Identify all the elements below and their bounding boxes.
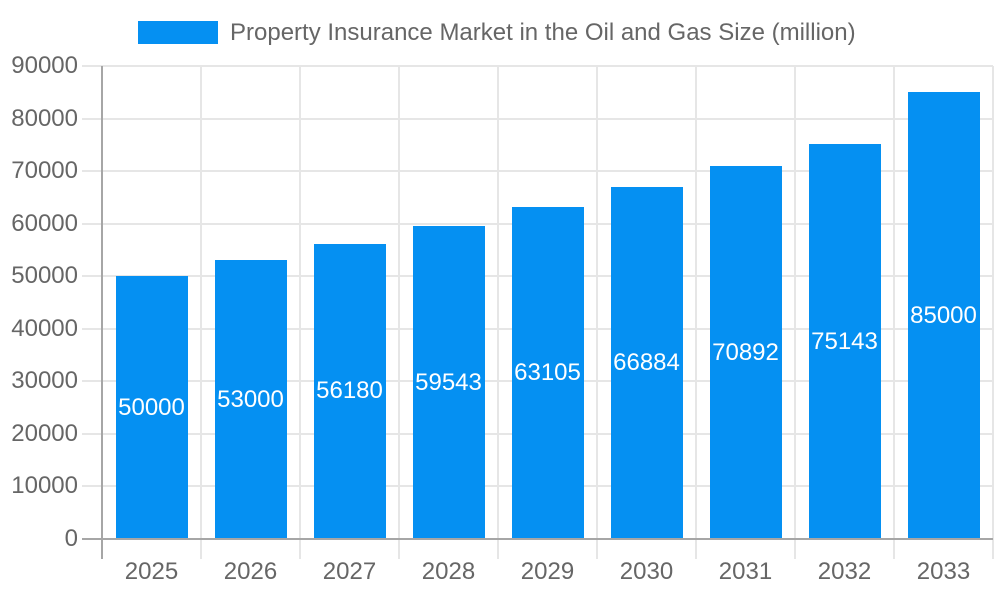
y-axis-label: 10000 [11, 472, 78, 500]
x-axis-label-2033: 2033 [916, 558, 971, 585]
bar-value-label-2027: 56180 [316, 377, 383, 405]
y-axis-tick [82, 485, 102, 488]
bar-2027[interactable]: 56180 [313, 243, 386, 539]
y-axis-tick [82, 170, 102, 173]
h-gridline [102, 65, 993, 67]
v-gridline [299, 66, 301, 539]
v-gridline [398, 66, 400, 539]
y-axis-label: 40000 [11, 314, 78, 342]
x-axis-tick [299, 539, 301, 559]
x-axis-label-2030: 2030 [619, 558, 674, 585]
h-gridline [102, 170, 993, 173]
y-axis-label: 30000 [11, 367, 78, 395]
bar-value-label-2028: 59543 [415, 368, 482, 396]
y-axis-tick [82, 222, 102, 225]
y-axis-tick [82, 275, 102, 278]
y-axis-label: 80000 [11, 104, 78, 132]
h-gridline [102, 117, 993, 120]
x-axis-baseline [102, 538, 993, 540]
bar-value-label-2030: 66884 [613, 349, 680, 377]
y-axis-tick [82, 380, 102, 383]
bar-2025[interactable]: 50000 [115, 276, 188, 539]
bar-2026[interactable]: 53000 [214, 260, 287, 539]
y-axis-line [101, 66, 103, 539]
bar-2030[interactable]: 66884 [610, 187, 683, 539]
x-axis-label-2028: 2028 [421, 558, 476, 585]
y-axis-zero-tick [82, 538, 102, 540]
bar-value-label-2025: 50000 [118, 393, 185, 421]
legend: Property Insurance Market in the Oil and… [0, 0, 1000, 56]
v-gridline [992, 66, 994, 539]
x-axis-tick [398, 539, 400, 559]
bar-value-label-2033: 85000 [910, 301, 977, 329]
y-axis-label: 90000 [11, 52, 78, 79]
legend-swatch[interactable] [138, 21, 218, 44]
x-axis-label-2032: 2032 [817, 558, 872, 585]
y-axis-label: 50000 [11, 262, 78, 290]
x-axis-zero-tick [101, 539, 103, 559]
x-axis-tick [695, 539, 697, 559]
x-axis-label-2027: 2027 [322, 558, 377, 585]
x-axis-tick [794, 539, 796, 559]
y-axis-tick [82, 327, 102, 330]
x-axis-tick [992, 539, 994, 559]
bar-2028[interactable]: 59543 [412, 226, 485, 539]
v-gridline [596, 66, 598, 539]
x-axis-label-2025: 2025 [124, 558, 179, 585]
y-axis-tick [82, 65, 102, 67]
y-axis-label: 20000 [11, 419, 78, 447]
legend-label[interactable]: Property Insurance Market in the Oil and… [230, 19, 856, 46]
y-axis-tick [82, 432, 102, 435]
v-gridline [893, 66, 895, 539]
bar-2033[interactable]: 85000 [907, 92, 980, 539]
x-axis-tick [596, 539, 598, 559]
x-axis-label-2029: 2029 [520, 558, 575, 585]
v-gridline [497, 66, 499, 539]
v-gridline [794, 66, 796, 539]
bar-value-label-2026: 53000 [217, 385, 284, 413]
bar-2032[interactable]: 75143 [808, 144, 881, 539]
bar-2031[interactable]: 70892 [709, 166, 782, 539]
x-axis-label-2031: 2031 [718, 558, 773, 585]
y-axis-label: 60000 [11, 209, 78, 237]
y-axis-label: 0 [64, 525, 78, 552]
x-axis-tick [893, 539, 895, 559]
bar-value-label-2029: 63105 [514, 359, 581, 387]
bar-value-label-2032: 75143 [811, 327, 878, 355]
y-axis-tick [82, 117, 102, 120]
y-axis-label: 70000 [11, 157, 78, 185]
bar-2029[interactable]: 63105 [511, 207, 584, 539]
x-axis-tick [497, 539, 499, 559]
v-gridline [200, 66, 202, 539]
v-gridline [695, 66, 697, 539]
bar-value-label-2031: 70892 [712, 338, 779, 366]
x-axis-tick [200, 539, 202, 559]
x-axis-label-2026: 2026 [223, 558, 278, 585]
